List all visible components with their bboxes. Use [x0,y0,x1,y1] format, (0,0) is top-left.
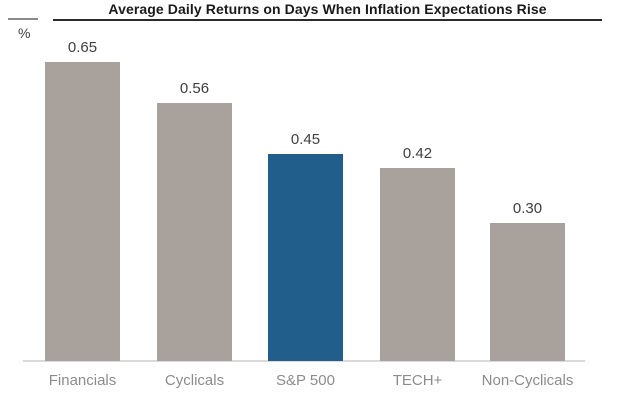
value-label-s-p-500: 0.45 [290,131,321,148]
value-label-non-cyclicals: 0.30 [512,200,543,217]
value-label-cyclicals: 0.56 [179,80,210,97]
bar-tech [380,168,455,361]
category-label-non-cyclicals: Non-Cyclicals [481,372,574,389]
bar-financials [45,62,120,361]
bar-s-p-500 [268,154,343,361]
title-underline [53,19,602,21]
bar-non-cyclicals [490,223,565,361]
y-axis-unit-label: % [18,25,31,41]
x-axis-baseline [23,360,585,362]
value-label-financials: 0.65 [67,39,98,56]
chart-title: Average Daily Returns on Days When Infla… [108,1,547,17]
category-label-tech: TECH+ [392,372,443,389]
value-label-tech: 0.42 [402,145,433,162]
bar-cyclicals [157,103,232,361]
category-label-s-p-500: S&P 500 [276,372,335,389]
title-left-tick [8,18,38,20]
category-label-cyclicals: Cyclicals [164,372,225,389]
category-label-financials: Financials [48,372,117,389]
